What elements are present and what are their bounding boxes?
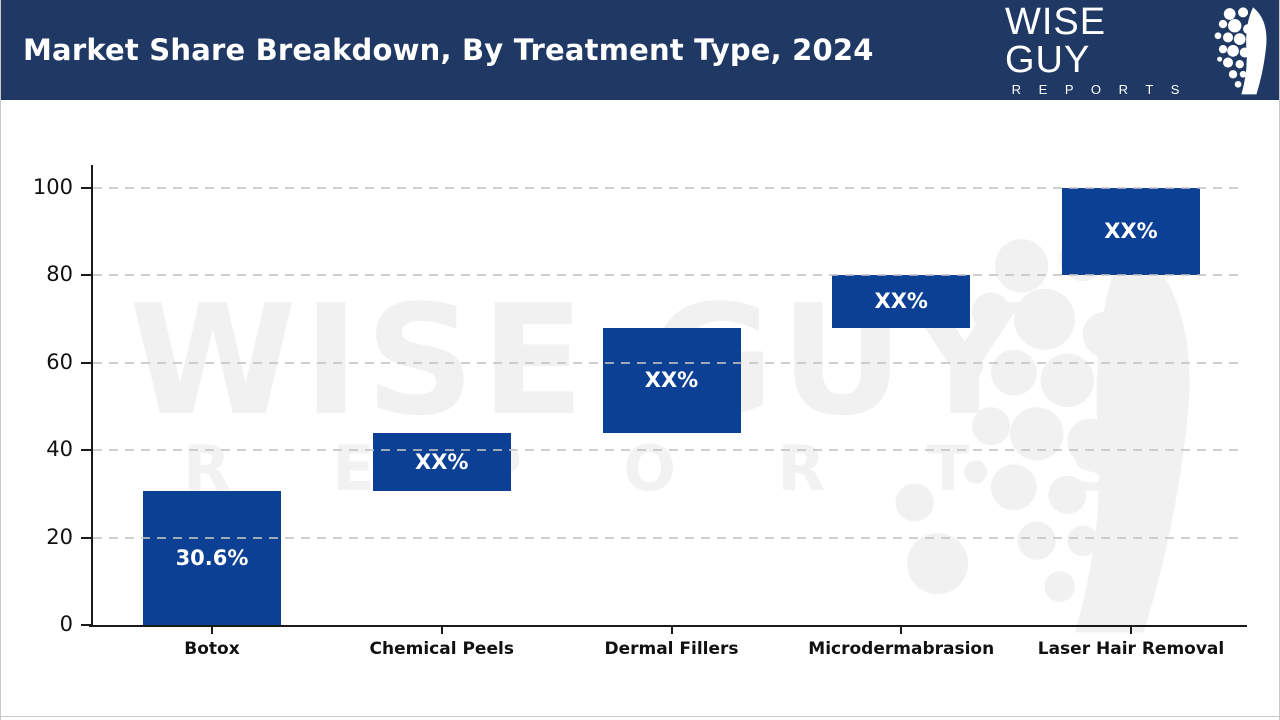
- brand-logo: WISE GUY R E P O R T S: [1005, 3, 1267, 97]
- y-axis-tick: [81, 186, 91, 189]
- bar-value-label: XX%: [644, 368, 699, 392]
- bar-value-label: XX%: [415, 449, 469, 474]
- x-axis-tick: [900, 627, 903, 634]
- x-axis-tick: [211, 627, 213, 634]
- gridline: [93, 449, 1243, 451]
- y-tick-label: 0: [59, 612, 73, 636]
- y-axis-tick: [81, 361, 91, 364]
- gridline: [93, 361, 1243, 364]
- y-axis-tick: [81, 536, 91, 539]
- y-tick-label: 40: [46, 437, 73, 461]
- gridline: [93, 536, 1243, 539]
- bar-microdermabrasion: XX%: [832, 275, 971, 328]
- bar-chemical-peels: XX%: [372, 432, 511, 492]
- bar-value-label: XX%: [1104, 219, 1158, 244]
- y-tick-label: 60: [46, 349, 73, 374]
- gridline: [93, 186, 1243, 189]
- y-axis-tick: [81, 274, 91, 276]
- y-tick-label: 100: [32, 174, 73, 199]
- header: Market Share Breakdown, By Treatment Typ…: [1, 0, 1279, 100]
- y-axis-tick: [81, 449, 91, 451]
- x-category-label: Chemical Peels: [369, 639, 514, 659]
- brand-wordmark-line2: R E P O R T S: [1011, 82, 1187, 97]
- bar-value-label: 30.6%: [175, 546, 249, 571]
- page-border-bottom: [1, 716, 1279, 717]
- x-category-label: Botox: [184, 639, 240, 659]
- y-tick-label: 80: [46, 262, 73, 286]
- brand-wordmark-line1: WISE GUY: [1005, 1, 1107, 81]
- bar-laser-hair-removal: XX%: [1062, 187, 1200, 275]
- page-title: Market Share Breakdown, By Treatment Typ…: [23, 33, 874, 67]
- x-axis-tick: [440, 627, 443, 634]
- bar-value-label: XX%: [874, 289, 928, 314]
- y-axis-line: [91, 165, 93, 626]
- watermark-head-icon: [895, 235, 1190, 633]
- y-tick-label: 20: [46, 524, 73, 549]
- x-category-label: Microdermabrasion: [808, 639, 995, 659]
- watermark-subtext: R E P O R T S: [183, 432, 1156, 505]
- brand-wordmark: WISE GUY R E P O R T S: [1005, 3, 1193, 97]
- y-axis-tick: [81, 624, 91, 626]
- bar-botox: 30.6%: [143, 491, 281, 625]
- x-axis-tick: [1130, 627, 1132, 634]
- x-axis-tick: [670, 627, 673, 634]
- bar-dermal-fillers: XX%: [602, 327, 741, 433]
- x-category-label: Laser Hair Removal: [1037, 639, 1225, 659]
- x-axis-line: [89, 625, 1247, 627]
- dotted-head-icon: [1214, 7, 1267, 95]
- x-category-label: Dermal Fillers: [604, 639, 739, 659]
- gridline: [93, 274, 1243, 276]
